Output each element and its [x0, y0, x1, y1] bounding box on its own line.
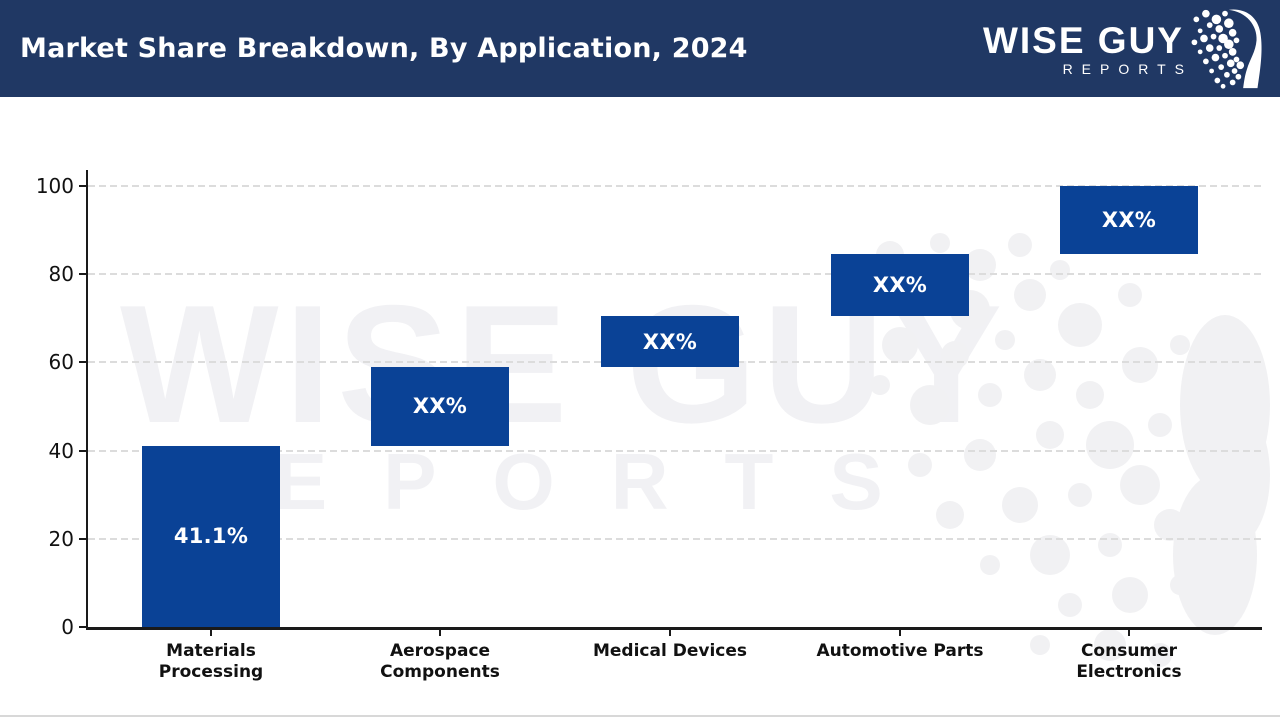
x-axis-tick-mark — [210, 629, 212, 636]
logo-face-icon — [1191, 9, 1262, 89]
logo-wordmark-line2: REPORTS — [1062, 61, 1193, 77]
x-axis-tick-mark — [669, 629, 671, 636]
y-axis-tick-label: 80 — [48, 262, 74, 287]
y-gridline — [88, 449, 1262, 452]
x-axis-category-label: Medical Devices — [592, 641, 747, 661]
bar-value-label: 41.1% — [173, 524, 249, 549]
bottom-border — [0, 715, 1280, 717]
y-axis-tick-label: 0 — [61, 615, 74, 639]
x-axis-tick-mark — [439, 629, 441, 636]
y-axis-tick-mark — [79, 361, 88, 364]
x-axis-tick-mark — [899, 629, 901, 636]
bar-value-label: XX% — [1101, 207, 1157, 232]
y-axis-tick-mark — [79, 537, 88, 540]
x-axis-tick-mark — [1128, 629, 1130, 636]
y-axis-tick-label: 60 — [48, 350, 74, 375]
y-axis-tick-mark — [79, 273, 88, 276]
bar-value-label: XX% — [412, 394, 468, 419]
logo-wordmark: WISE GUY REPORTS — [983, 22, 1184, 76]
wiseguy-logo: WISE GUY REPORTS — [983, 4, 1264, 94]
x-axis-category-label: Aerospace Components — [380, 641, 500, 683]
y-axis-line — [86, 170, 88, 629]
page-title: Market Share Breakdown, By Application, … — [20, 33, 748, 64]
bar-segment: 41.1% — [142, 445, 280, 627]
bar-value-label: XX% — [872, 272, 928, 297]
y-gridline — [88, 273, 1262, 276]
y-axis-tick-mark — [79, 626, 88, 628]
y-gridline — [88, 185, 1262, 187]
bar-segment: XX% — [601, 316, 739, 368]
y-axis-tick-label: 20 — [48, 526, 74, 551]
x-axis-category-label: Materials Processing — [158, 641, 264, 683]
bar-segment: XX% — [831, 253, 969, 317]
x-axis-line — [86, 627, 1262, 630]
y-gridline — [88, 537, 1262, 540]
bar-segment: XX% — [1060, 186, 1198, 254]
x-axis-category-label: Consumer Electronics — [1076, 641, 1182, 683]
y-axis-tick-mark — [79, 449, 88, 452]
x-axis-category-label: Automotive Parts — [816, 641, 984, 661]
bar-segment: XX% — [371, 367, 509, 446]
y-axis-tick-label: 40 — [48, 438, 74, 463]
bar-value-label: XX% — [642, 329, 698, 354]
y-axis-tick-label: 100 — [35, 174, 74, 198]
header-bar: Market Share Breakdown, By Application, … — [0, 0, 1280, 97]
y-axis-tick-mark — [79, 185, 88, 187]
logo-wordmark-line1: WISE GUY — [982, 20, 1184, 61]
